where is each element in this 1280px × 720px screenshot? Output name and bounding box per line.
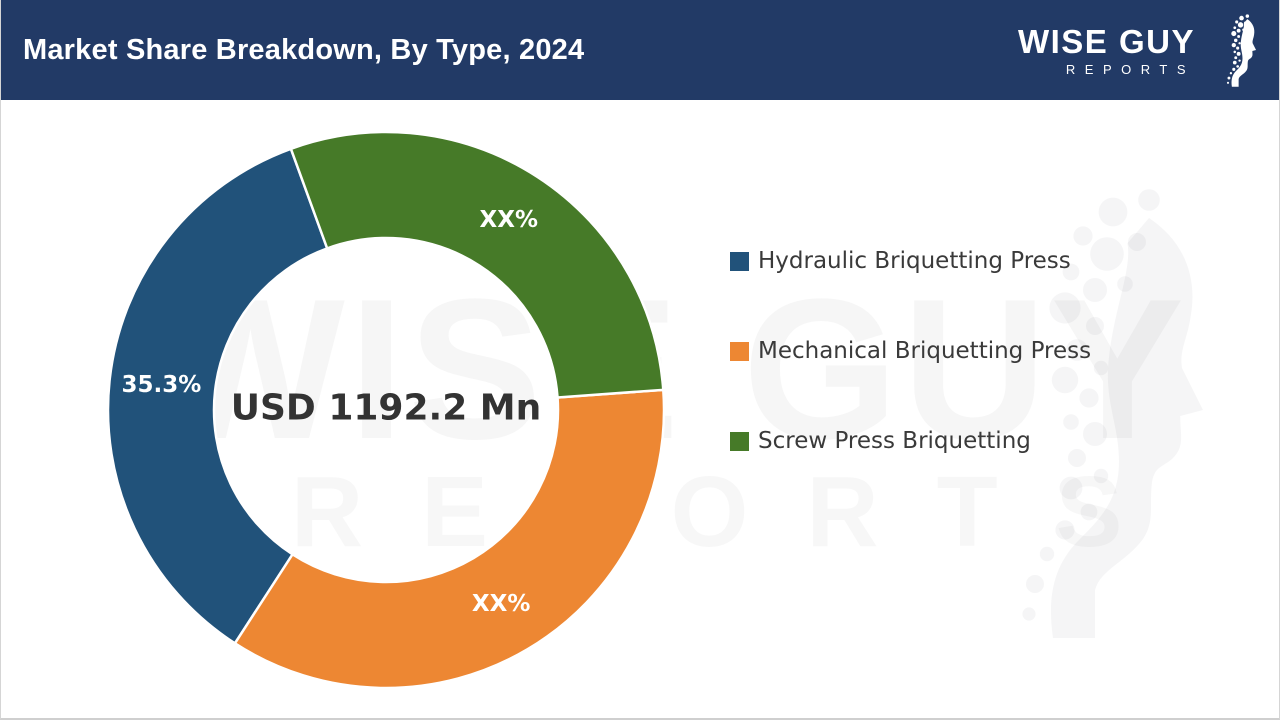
- donut-chart: USD 1192.2 Mn 35.3% XX% XX%: [106, 130, 666, 690]
- legend-label: Hydraulic Briquetting Press: [758, 248, 1071, 274]
- donut-rings: [106, 130, 666, 690]
- segment-value-label: XX%: [479, 207, 539, 234]
- brand-face-icon: [1226, 14, 1257, 87]
- brand-name: WISE GUY: [1017, 22, 1195, 60]
- chart-center-label: USD 1192.2 Mn: [230, 387, 542, 429]
- legend-swatch: [730, 341, 749, 361]
- segment-value-label: 35.3%: [121, 371, 202, 398]
- legend-swatch: [730, 251, 749, 271]
- donut-segment: [106, 147, 329, 645]
- chart-legend: Hydraulic Briquetting Press Mechanical Br…: [730, 247, 1091, 517]
- legend-item: Screw Press Briquetting: [730, 427, 1091, 455]
- donut-segment: [289, 130, 665, 399]
- legend-item: Mechanical Briquetting Press: [730, 337, 1091, 365]
- legend-swatch: [730, 431, 749, 451]
- donut-segment: [233, 388, 666, 690]
- brand-subtitle: REPORTS: [1065, 61, 1195, 77]
- header: Market Share Breakdown, By Type, 2024 WI…: [1, 0, 1279, 100]
- legend-item: Hydraulic Briquetting Press: [730, 247, 1091, 275]
- legend-label: Screw Press Briquetting: [758, 428, 1031, 454]
- legend-label: Mechanical Briquetting Press: [758, 338, 1092, 364]
- segment-value-label: XX%: [471, 591, 531, 618]
- page-title: Market Share Breakdown, By Type, 2024: [23, 33, 585, 66]
- brand-logo: WISE GUY REPORTS: [1018, 11, 1257, 89]
- brand-wordmark: WISE GUY REPORTS: [1018, 25, 1195, 76]
